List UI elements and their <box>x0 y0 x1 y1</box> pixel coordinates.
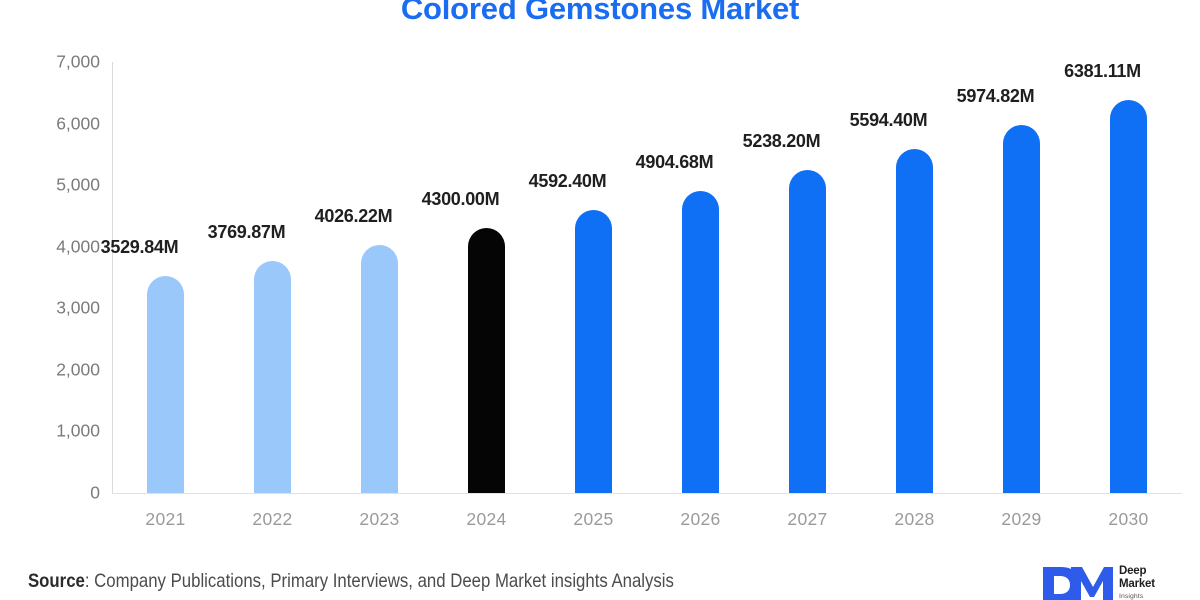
y-axis-tick-label: 5,000 <box>56 174 100 195</box>
value-label-2024: 4300.00M <box>421 189 500 210</box>
logo-wordmark: Deep Market Insights <box>1119 565 1155 600</box>
x-axis-label-2027: 2027 <box>787 509 828 529</box>
deep-market-logo[interactable]: Deep Market Insights <box>1041 563 1193 600</box>
y-axis-tick-label: 6,000 <box>56 113 100 134</box>
x-axis-label-2026: 2026 <box>680 509 721 529</box>
y-axis-tick-label: 4,000 <box>56 236 100 257</box>
y-axis-tick-label: 2,000 <box>56 359 100 380</box>
y-axis-tick-label: 3,000 <box>56 297 100 318</box>
value-label-2025: 4592.40M <box>528 171 607 192</box>
x-axis-label-2021: 2021 <box>145 509 186 529</box>
logo-line-1: Deep <box>1119 565 1147 577</box>
dm-monogram-icon <box>1043 567 1113 600</box>
bar-2025[interactable] <box>575 210 612 493</box>
y-axis-tick-label: 1,000 <box>56 420 100 441</box>
bar-2024[interactable] <box>468 228 505 493</box>
source-text: : Company Publications, Primary Intervie… <box>84 570 674 592</box>
bar-2026[interactable] <box>682 191 719 493</box>
bar-2023[interactable] <box>361 245 398 493</box>
bar-2030[interactable] <box>1110 100 1147 493</box>
source-note: Source: Company Publications, Primary In… <box>28 570 674 593</box>
logo-line-3: Insights <box>1119 593 1144 600</box>
value-label-2021: 3529.84M <box>100 236 179 257</box>
page-title: Colored Gemstones Market <box>400 0 800 26</box>
value-label-2022: 3769.87M <box>207 221 286 242</box>
bar-2021[interactable] <box>147 275 184 493</box>
source-label: Source <box>28 570 85 592</box>
logo-line-2: Market <box>1119 577 1155 590</box>
bar-2028[interactable] <box>896 148 933 493</box>
value-label-2026: 4904.68M <box>635 152 714 172</box>
bar-2027[interactable] <box>789 170 826 493</box>
x-axis-label-2030: 2030 <box>1108 509 1149 529</box>
x-axis-label-2028: 2028 <box>894 509 935 529</box>
y-axis-line <box>112 62 113 494</box>
y-axis-tick-label: 0 <box>90 482 100 503</box>
value-label-2030: 6381.11M <box>1064 61 1141 82</box>
value-label-2027: 5238.20M <box>742 131 821 152</box>
bar-2029[interactable] <box>1003 125 1040 493</box>
x-axis-label-2022: 2022 <box>252 509 293 529</box>
value-label-2023: 4026.22M <box>314 206 393 227</box>
y-axis-tick-label: 7,000 <box>56 51 100 72</box>
x-axis-label-2023: 2023 <box>359 509 400 529</box>
x-axis-line <box>112 493 1182 494</box>
value-label-2029: 5974.82M <box>956 86 1035 107</box>
x-axis-label-2025: 2025 <box>573 509 614 529</box>
bar-2022[interactable] <box>254 260 291 493</box>
x-axis-label-2029: 2029 <box>1001 509 1042 529</box>
x-axis-label-2024: 2024 <box>466 509 507 529</box>
value-label-2028: 5594.40M <box>849 109 928 130</box>
